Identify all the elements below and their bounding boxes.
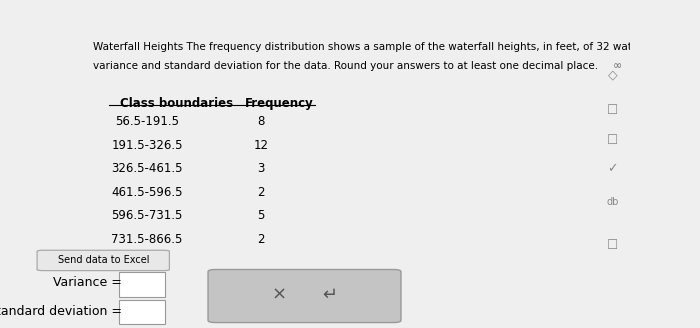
Text: 326.5-461.5: 326.5-461.5 [111,162,183,175]
Text: 2: 2 [258,186,265,198]
Text: 3: 3 [258,162,265,175]
Text: 596.5-731.5: 596.5-731.5 [111,209,183,222]
Text: Standard deviation =: Standard deviation = [0,305,122,318]
Text: 12: 12 [253,139,269,152]
Text: ✓: ✓ [608,162,618,175]
Text: ☐: ☐ [607,239,618,252]
Text: ◇: ◇ [608,68,617,81]
Text: ☐: ☐ [607,104,618,116]
Text: ×: × [272,286,286,304]
FancyBboxPatch shape [119,272,165,297]
Text: variance and standard deviation for the data. Round your answers to at least one: variance and standard deviation for the … [93,61,598,71]
Text: 191.5-326.5: 191.5-326.5 [111,139,183,152]
Text: 2: 2 [258,233,265,246]
Text: Waterfall Heights The frequency distribution shows a sample of the waterfall hei: Waterfall Heights The frequency distribu… [93,42,700,52]
Text: 731.5-866.5: 731.5-866.5 [111,233,183,246]
Text: Class boundaries: Class boundaries [120,97,233,111]
Text: Variance =: Variance = [53,276,122,289]
Text: 56.5-191.5: 56.5-191.5 [116,115,179,128]
Text: Frequency: Frequency [245,97,314,111]
Text: Send data to Excel: Send data to Excel [57,255,149,265]
Text: db: db [606,197,619,207]
Text: ↵: ↵ [323,286,337,304]
Text: 461.5-596.5: 461.5-596.5 [111,186,183,198]
FancyBboxPatch shape [37,250,169,271]
Text: 8: 8 [258,115,265,128]
Text: 5: 5 [258,209,265,222]
FancyBboxPatch shape [208,270,401,322]
Text: ∞: ∞ [612,61,622,71]
FancyBboxPatch shape [119,300,165,324]
Text: ☐: ☐ [607,134,618,147]
